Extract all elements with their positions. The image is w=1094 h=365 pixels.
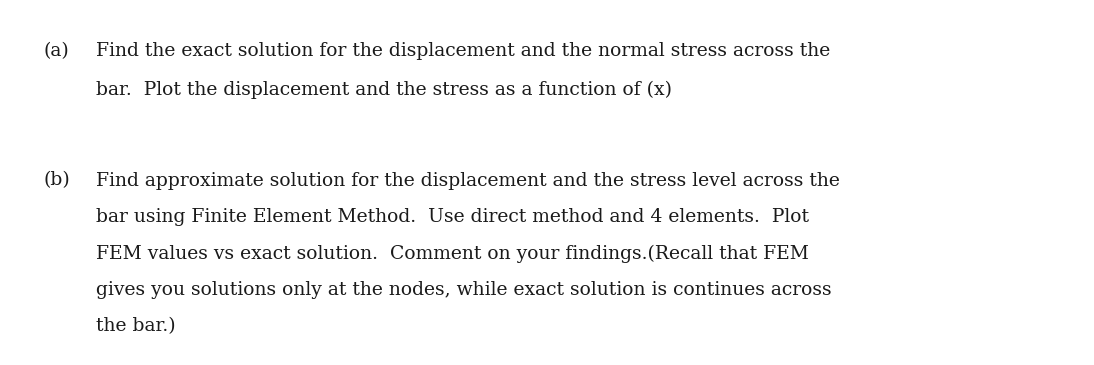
Text: gives you solutions only at the nodes, while exact solution is continues across: gives you solutions only at the nodes, w…	[96, 281, 831, 299]
Text: bar using Finite Element Method.  Use direct method and 4 elements.  Plot: bar using Finite Element Method. Use dir…	[96, 208, 810, 226]
Text: (b): (b)	[44, 172, 70, 189]
Text: FEM values vs exact solution.  Comment on your findings.(Recall that FEM: FEM values vs exact solution. Comment on…	[96, 245, 810, 263]
Text: (a): (a)	[44, 42, 70, 60]
Text: Find approximate solution for the displacement and the stress level across the: Find approximate solution for the displa…	[96, 172, 840, 189]
Text: bar.  Plot the displacement and the stress as a function of (x): bar. Plot the displacement and the stres…	[96, 80, 673, 99]
Text: Find the exact solution for the displacement and the normal stress across the: Find the exact solution for the displace…	[96, 42, 830, 60]
Text: the bar.): the bar.)	[96, 318, 176, 335]
